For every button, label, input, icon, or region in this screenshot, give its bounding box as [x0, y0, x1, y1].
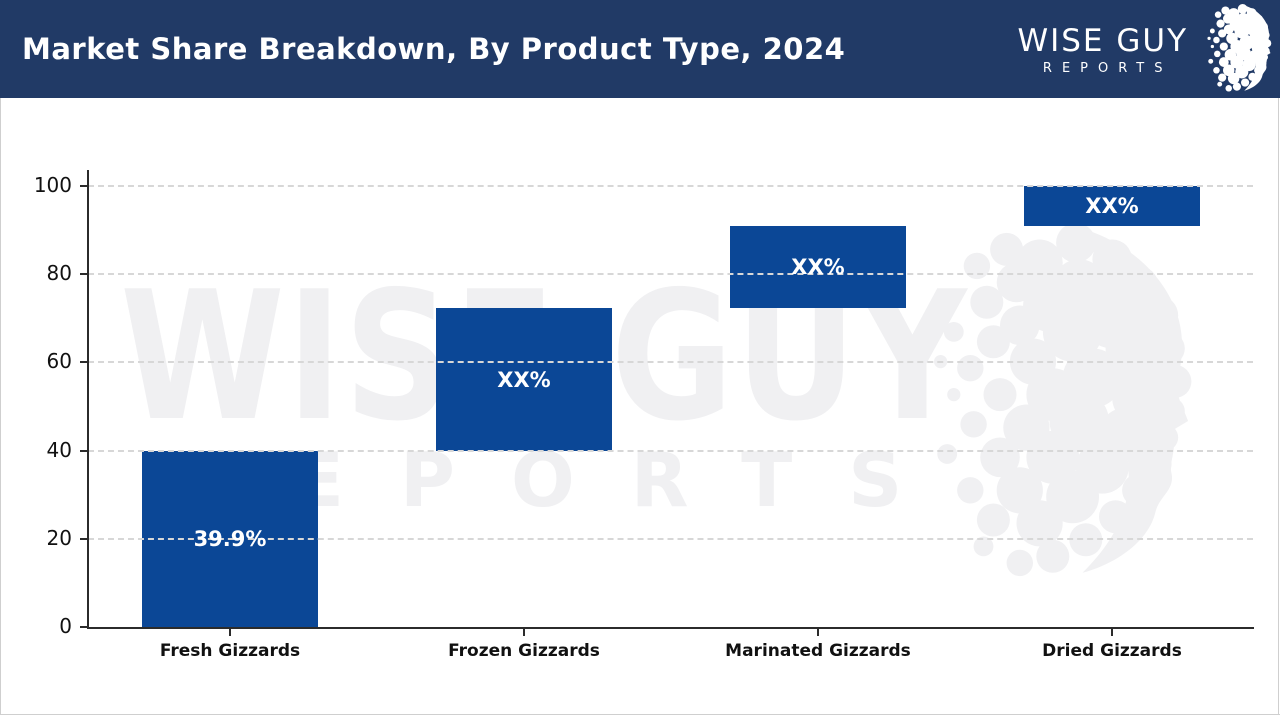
y-tick	[80, 361, 87, 364]
bar-segment	[730, 226, 906, 309]
gridline-40	[88, 449, 1253, 452]
x-tick-label: Marinated Gizzards	[725, 641, 911, 661]
y-tick-label: 0	[59, 614, 72, 638]
x-tick	[229, 628, 231, 636]
frame-border-left	[0, 98, 1, 715]
frame-border-bottom	[0, 714, 1280, 715]
x-axis-line	[87, 627, 1254, 629]
chart-plot-area: 0 20 40 60 80 100 39.9% Fresh Gizzards XX% Frozen…	[0, 98, 1280, 720]
logo-text: WISE GUY REPORTS	[1017, 23, 1188, 76]
x-tick	[1111, 628, 1113, 636]
y-tick-label: 40	[46, 437, 72, 462]
frame-border-right	[1278, 98, 1279, 715]
y-tick	[80, 273, 87, 276]
y-tick-label: 60	[46, 349, 72, 374]
y-tick-label: 100	[33, 173, 72, 197]
wise-guy-reports-logo: WISE GUY REPORTS	[1017, 0, 1274, 98]
bar-value-label: XX%	[791, 255, 845, 280]
x-tick-label: Fresh Gizzards	[159, 641, 301, 661]
x-tick	[523, 628, 525, 636]
page-title: Market Share Breakdown, By Product Type,…	[22, 32, 846, 66]
y-tick	[80, 449, 87, 452]
x-tick-label: Frozen Gizzards	[448, 641, 600, 661]
y-tick-label: 80	[46, 261, 72, 286]
header-band: Market Share Breakdown, By Product Type,…	[0, 0, 1280, 98]
gridline-20	[88, 537, 1253, 540]
bar-value-label: XX%	[1085, 194, 1139, 219]
gridline-100	[88, 185, 1253, 187]
y-tick	[80, 537, 87, 540]
y-tick	[80, 626, 87, 628]
watermark-face-icon	[868, 222, 1198, 587]
bar-value-label: XX%	[497, 367, 551, 392]
x-tick	[817, 628, 819, 636]
x-tick-label: Dried Gizzards	[1042, 641, 1182, 661]
bar-value-label: 39.9%	[193, 527, 267, 551]
y-axis-line	[87, 170, 89, 629]
logo-wordmark: WISE GUY	[1017, 22, 1188, 59]
bar-segment	[436, 308, 612, 452]
logo-face-icon	[1207, 4, 1272, 92]
logo-subtext: REPORTS	[1042, 60, 1173, 76]
bar-segment	[1024, 186, 1200, 227]
y-tick-label: 20	[46, 525, 72, 550]
gridline-60	[88, 361, 1253, 364]
gridline-80	[88, 273, 1253, 276]
y-tick	[80, 185, 87, 187]
